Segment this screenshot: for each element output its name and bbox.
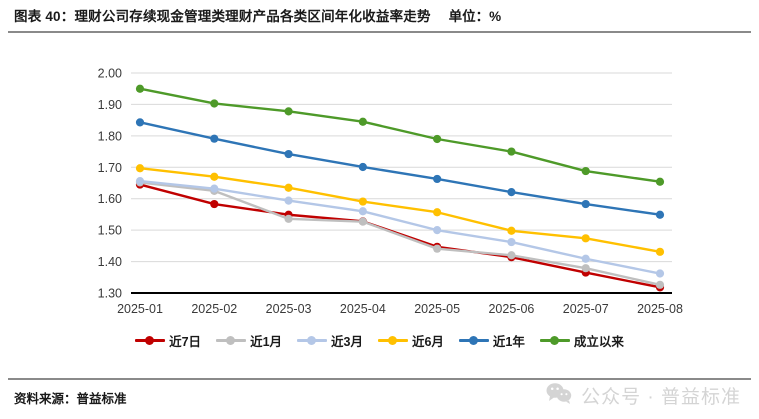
x-axis-tick-label: 2025-02 bbox=[191, 302, 237, 316]
figure-header: 图表 40：理财公司存续现金管理类理财产品各类区间年化收益率走势 单位：% bbox=[0, 0, 759, 30]
x-axis-tick-label: 2025-08 bbox=[637, 302, 683, 316]
data-point[interactable] bbox=[358, 162, 367, 172]
data-point[interactable] bbox=[655, 280, 665, 289]
x-axis-tick-label: 2025-05 bbox=[414, 302, 460, 316]
chart-legend: 近7日 近1月 近3月 近6月 近1年 成立以来 bbox=[0, 328, 759, 352]
source-line: 资料来源：普益标准 bbox=[14, 392, 127, 406]
x-axis-tick-label: 2025-06 bbox=[488, 302, 534, 316]
data-point[interactable] bbox=[210, 199, 219, 209]
footer-divider bbox=[8, 378, 751, 380]
x-axis-tick-label: 2025-03 bbox=[266, 302, 312, 316]
data-point[interactable] bbox=[284, 107, 293, 116]
data-point[interactable] bbox=[358, 207, 367, 216]
data-point[interactable] bbox=[507, 188, 516, 197]
x-axis-tick-labels: 2025-01 2025-02 2025-03 2025-04 2025-05 2025-… bbox=[117, 302, 683, 316]
legend-swatch-icon bbox=[216, 334, 247, 346]
data-point[interactable] bbox=[433, 244, 442, 253]
data-point[interactable] bbox=[433, 226, 442, 235]
data-point[interactable] bbox=[210, 134, 219, 143]
data-point[interactable] bbox=[135, 177, 145, 186]
data-point[interactable] bbox=[284, 196, 293, 205]
series-group bbox=[135, 84, 665, 292]
series-line-3 bbox=[138, 167, 662, 254]
data-point[interactable] bbox=[655, 269, 665, 278]
series-line-2 bbox=[138, 179, 662, 275]
legend-swatch-icon bbox=[135, 334, 166, 346]
data-point[interactable] bbox=[507, 251, 516, 260]
legend-swatch-icon bbox=[377, 334, 408, 346]
data-point[interactable] bbox=[433, 174, 442, 184]
legend-item-5[interactable]: 成立以来 bbox=[539, 331, 624, 350]
data-point[interactable] bbox=[284, 214, 293, 223]
legend-item-2[interactable]: 近3月 bbox=[297, 331, 363, 350]
y-axis-tick-labels: 1.30 1.40 1.50 1.60 1.70 1.80 1.90 2.00 bbox=[98, 67, 122, 301]
data-point[interactable] bbox=[358, 217, 367, 226]
data-point[interactable] bbox=[135, 118, 145, 127]
wechat-icon bbox=[546, 382, 572, 409]
data-point[interactable] bbox=[284, 183, 293, 192]
data-point[interactable] bbox=[358, 117, 367, 126]
legend-label: 近3月 bbox=[331, 334, 363, 349]
watermark-text: 公众号 · 普益标准 bbox=[581, 387, 741, 408]
data-point[interactable] bbox=[210, 184, 219, 193]
data-point[interactable] bbox=[433, 208, 442, 217]
data-point[interactable] bbox=[581, 199, 590, 209]
data-point[interactable] bbox=[135, 84, 145, 93]
y-axis-tick-label: 1.40 bbox=[98, 255, 122, 269]
legend-label: 近1年 bbox=[492, 334, 525, 349]
data-point[interactable] bbox=[210, 99, 219, 108]
y-axis-tick-label: 1.60 bbox=[98, 192, 122, 206]
legend-label: 近7日 bbox=[169, 334, 202, 349]
data-point[interactable] bbox=[581, 264, 590, 273]
legend-label: 近6月 bbox=[411, 334, 444, 349]
x-axis-tick-label: 2025-04 bbox=[340, 302, 386, 316]
series-line-4 bbox=[138, 121, 662, 216]
legend-swatch-icon bbox=[458, 334, 489, 346]
series-line-5 bbox=[138, 87, 662, 183]
x-axis-tick-label: 2025-07 bbox=[563, 302, 609, 316]
data-point[interactable] bbox=[581, 254, 590, 263]
series-line-1 bbox=[138, 181, 662, 287]
data-point[interactable] bbox=[284, 149, 293, 159]
figure-title: 图表 40：理财公司存续现金管理类理财产品各类区间年化收益率走势 bbox=[14, 9, 431, 24]
data-point[interactable] bbox=[655, 247, 665, 256]
data-point[interactable] bbox=[581, 166, 590, 176]
legend-swatch-icon bbox=[539, 334, 570, 346]
data-point[interactable] bbox=[581, 234, 590, 243]
data-point[interactable] bbox=[507, 226, 516, 235]
data-point[interactable] bbox=[135, 164, 145, 173]
figure-unit-label: 单位：% bbox=[448, 9, 502, 24]
data-point[interactable] bbox=[507, 147, 516, 156]
y-axis-tick-label: 1.30 bbox=[98, 287, 122, 301]
legend-item-4[interactable]: 近1年 bbox=[458, 331, 525, 350]
data-point[interactable] bbox=[655, 210, 665, 219]
y-axis-tick-label: 1.80 bbox=[98, 129, 122, 143]
data-point[interactable] bbox=[507, 237, 516, 247]
header-divider bbox=[8, 31, 751, 33]
legend-item-3[interactable]: 近6月 bbox=[377, 331, 444, 350]
data-point[interactable] bbox=[358, 197, 367, 206]
data-point[interactable] bbox=[433, 134, 442, 144]
watermark: 公众号 · 普益标准 bbox=[546, 382, 741, 409]
y-axis-tick-label: 2.00 bbox=[98, 67, 122, 81]
data-point[interactable] bbox=[210, 172, 219, 181]
chart-area: 1.30 1.40 1.50 1.60 1.70 1.80 1.90 2.00 2025-01… bbox=[0, 40, 759, 365]
legend-item-1[interactable]: 近1月 bbox=[216, 331, 282, 350]
y-axis-tick-label: 1.70 bbox=[98, 161, 122, 175]
legend-label: 近1月 bbox=[250, 334, 283, 349]
y-axis-tick-label: 1.90 bbox=[98, 98, 122, 112]
legend-item-0[interactable]: 近7日 bbox=[135, 331, 201, 350]
legend-swatch-icon bbox=[297, 334, 328, 346]
x-axis-tick-label: 2025-01 bbox=[117, 302, 163, 316]
y-axis-tick-label: 1.50 bbox=[98, 224, 122, 238]
data-point[interactable] bbox=[655, 177, 665, 186]
line-chart-svg: 1.30 1.40 1.50 1.60 1.70 1.80 1.90 2.00 2025-01… bbox=[98, 67, 683, 317]
legend-label: 成立以来 bbox=[573, 334, 624, 349]
